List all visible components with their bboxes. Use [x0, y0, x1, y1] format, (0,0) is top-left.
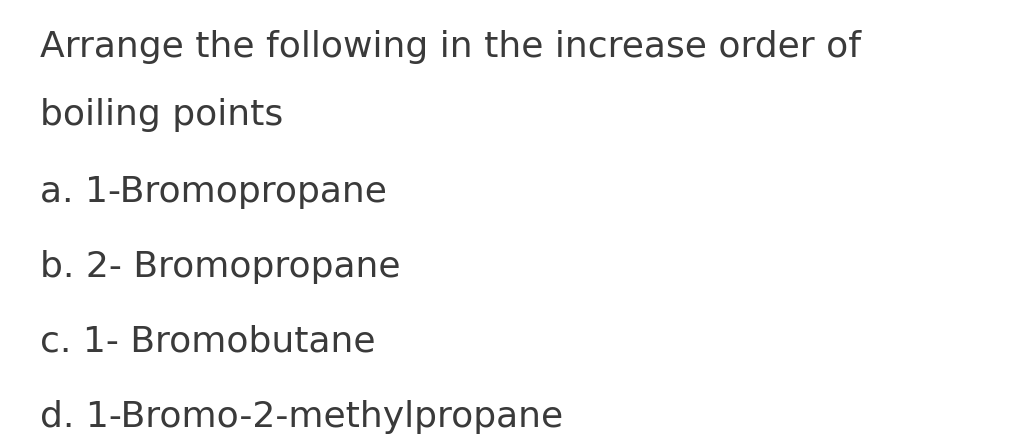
- Text: c. 1- Bromobutane: c. 1- Bromobutane: [40, 325, 376, 359]
- Text: b. 2- Bromopropane: b. 2- Bromopropane: [40, 250, 400, 284]
- Text: Arrange the following in the increase order of: Arrange the following in the increase or…: [40, 30, 861, 64]
- Text: boiling points: boiling points: [40, 98, 284, 132]
- Text: a. 1-Bromopropane: a. 1-Bromopropane: [40, 175, 387, 209]
- Text: d. 1-Bromo-2-methylpropane: d. 1-Bromo-2-methylpropane: [40, 400, 563, 434]
